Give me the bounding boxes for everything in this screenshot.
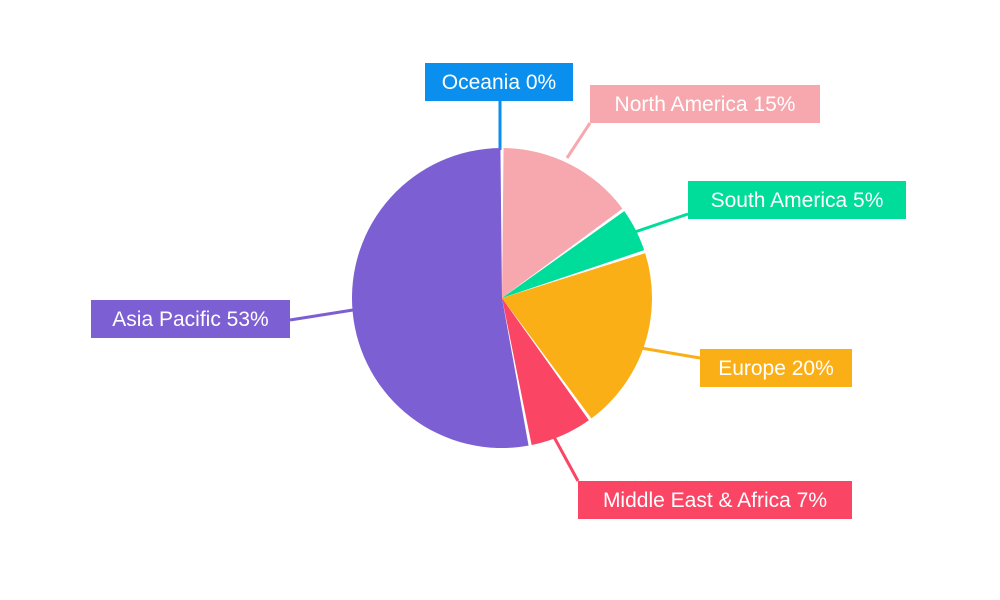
leader-line-middle-east-africa [552, 436, 580, 482]
leader-line-asia-pacific [289, 308, 354, 322]
leader-line-group [289, 101, 701, 482]
pie-label-middle-east-africa[interactable]: Middle East & Africa 7% [578, 481, 852, 519]
pie-slice-middle-east-africa[interactable] [502, 298, 589, 446]
pie-slice-south-america[interactable] [502, 211, 645, 298]
pie-slice-asia-pacific[interactable] [351, 148, 529, 449]
pie-label-asia-pacific[interactable]: Asia Pacific 53% [91, 300, 290, 338]
leader-line-north-america [565, 122, 592, 159]
pie-slice-north-america[interactable] [502, 148, 623, 298]
pie-label-oceania[interactable]: Oceania 0% [425, 63, 573, 101]
pie-label-north-america[interactable]: North America 15% [590, 85, 820, 123]
pie-slice-europe[interactable] [502, 253, 653, 419]
leader-line-europe [640, 346, 701, 360]
pie-label-south-america[interactable]: South America 5% [688, 181, 906, 219]
pie-label-europe[interactable]: Europe 20% [700, 349, 852, 387]
pie-slice-group [351, 148, 653, 449]
